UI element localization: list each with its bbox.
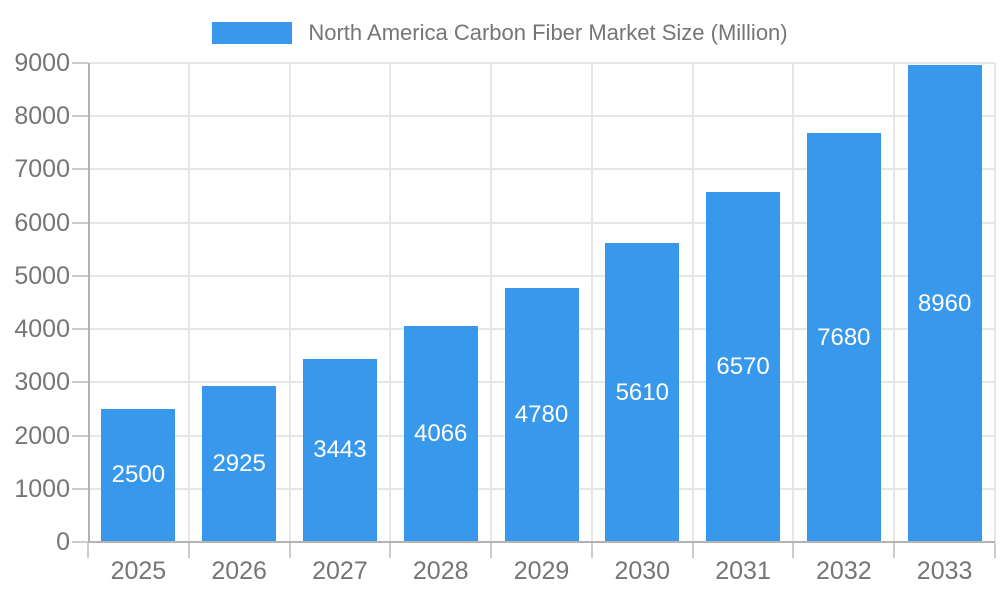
bar-value-label: 5610 (615, 378, 669, 406)
bar-value-label: 6570 (716, 353, 770, 381)
x-axis-tick (87, 543, 89, 558)
plot-area: 2500 2925 3443 4066 4780 5610 6570 7680 8960 (72, 62, 996, 558)
x-axis-tick (490, 543, 493, 558)
y-gridline (88, 115, 995, 118)
x-gridline (994, 63, 996, 542)
x-axis-tick (590, 543, 593, 558)
x-gridline (893, 63, 896, 542)
y-gridline (88, 62, 995, 64)
bar-2027[interactable]: 3443 (302, 358, 377, 542)
bar-value-label: 3443 (313, 436, 367, 464)
x-axis-tick (893, 543, 896, 558)
bar-value-label: 8960 (917, 289, 972, 317)
y-axis-tick (72, 62, 88, 64)
x-gridline (792, 63, 795, 542)
x-axis-label-2027: 2027 (312, 557, 368, 585)
y-gridline (88, 168, 995, 171)
y-axis-tick (72, 328, 88, 331)
y-axis-label: 6000 (14, 208, 70, 237)
x-axis-label-2031: 2031 (715, 557, 771, 585)
y-axis-label: 2000 (14, 421, 70, 450)
bar-2026[interactable]: 2925 (202, 386, 277, 542)
bar-2031[interactable]: 6570 (706, 192, 781, 542)
y-axis-label: 7000 (14, 155, 70, 184)
bar-2032[interactable]: 7680 (806, 133, 881, 542)
x-axis-label-2026: 2026 (211, 557, 267, 585)
x-axis-tick (691, 543, 694, 558)
bar-2029[interactable]: 4780 (504, 287, 579, 542)
x-axis-label-2025: 2025 (110, 557, 167, 585)
y-axis-label: 8000 (14, 102, 70, 131)
bar-value-label: 7680 (817, 323, 871, 351)
x-axis-label-2028: 2028 (412, 557, 469, 585)
x-axis-label-2029: 2029 (513, 557, 570, 585)
y-axis-tick (72, 541, 88, 543)
bar-value-label: 2925 (212, 450, 266, 478)
bar-2033[interactable]: 8960 (907, 65, 982, 542)
x-axis-tick (187, 543, 190, 558)
y-axis-label: 9000 (14, 49, 70, 77)
y-axis-tick (72, 487, 88, 490)
x-axis-tick (288, 543, 291, 558)
y-gridline (88, 274, 995, 277)
x-axis-tick (389, 543, 392, 558)
y-axis-label: 5000 (14, 261, 70, 290)
x-axis-label-2030: 2030 (614, 557, 671, 585)
bar-2025[interactable]: 2500 (101, 408, 176, 542)
x-gridline (490, 63, 493, 542)
x-gridline (691, 63, 694, 542)
bar-value-label: 2500 (111, 461, 166, 489)
x-gridline (187, 63, 190, 542)
x-axis-line (88, 541, 995, 543)
y-gridline (88, 221, 995, 224)
x-gridline (389, 63, 392, 542)
y-axis-tick (72, 274, 88, 277)
bar-value-label: 4780 (514, 400, 569, 428)
y-axis-tick (72, 434, 88, 437)
bar-2028[interactable]: 4066 (403, 325, 478, 542)
bar-2030[interactable]: 5610 (605, 243, 680, 542)
x-axis-label-2033: 2033 (916, 557, 973, 585)
y-axis-tick (72, 115, 88, 118)
legend[interactable]: North America Carbon Fiber Market Size (… (0, 20, 1000, 46)
y-axis-label: 0 (56, 528, 70, 556)
y-axis-line (88, 63, 90, 542)
x-axis-tick (792, 543, 795, 558)
bar-value-label: 4066 (414, 419, 468, 447)
y-axis-label: 3000 (14, 368, 70, 397)
legend-swatch (212, 22, 293, 44)
x-gridline (288, 63, 291, 542)
y-axis-tick (72, 168, 88, 171)
y-axis-tick (72, 381, 88, 384)
x-axis-tick (994, 543, 996, 558)
legend-label: North America Carbon Fiber Market Size (… (308, 20, 788, 45)
y-axis-label: 1000 (14, 474, 70, 503)
y-axis-tick (72, 221, 88, 224)
x-axis-label-2032: 2032 (816, 557, 872, 585)
y-axis-label: 4000 (14, 315, 70, 344)
x-gridline (590, 63, 593, 542)
